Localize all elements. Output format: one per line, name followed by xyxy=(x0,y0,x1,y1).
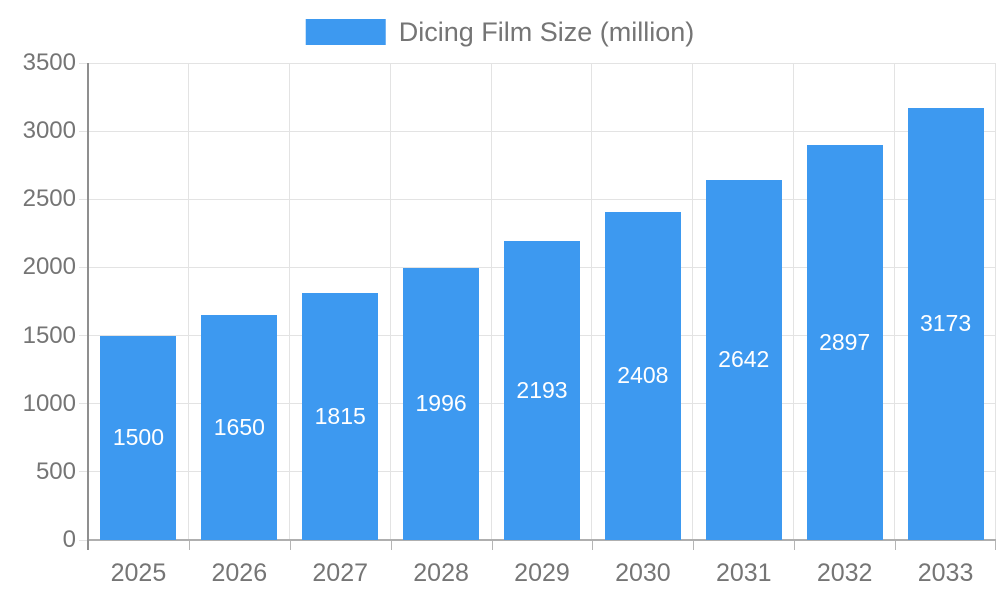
x-tick-label: 2026 xyxy=(211,559,268,587)
legend: Dicing Film Size (million) xyxy=(305,17,695,47)
bar-value-label: 3173 xyxy=(919,310,972,337)
x-axis-tick xyxy=(794,540,796,550)
bar: 2897 xyxy=(806,145,883,540)
bar: 1815 xyxy=(302,292,379,540)
y-axis-tick xyxy=(79,198,88,200)
bar-value-label: 1815 xyxy=(314,402,366,429)
y-axis-tick xyxy=(79,62,88,64)
bar-value-label: 2897 xyxy=(819,329,871,356)
v-gridline xyxy=(288,63,290,540)
bar-value-label: 1650 xyxy=(213,414,265,441)
y-tick-label: 3500 xyxy=(22,49,76,76)
x-tick-label: 2029 xyxy=(514,559,570,587)
x-tick-label: 2032 xyxy=(816,559,873,587)
v-gridline xyxy=(591,63,593,540)
bar: 2193 xyxy=(504,241,580,540)
y-tick-label: 500 xyxy=(35,457,76,485)
x-tick-label: 2025 xyxy=(110,559,167,587)
legend-swatch xyxy=(305,19,386,45)
y-axis-tick xyxy=(79,539,88,541)
x-tick-label: 2030 xyxy=(615,559,671,587)
v-gridline xyxy=(389,63,391,540)
x-tick-label: 2033 xyxy=(917,559,974,587)
x-axis-tick xyxy=(693,540,695,550)
legend-label: Dicing Film Size (million) xyxy=(398,17,695,47)
x-tick-label: 2031 xyxy=(715,559,772,587)
y-tick-label: 1000 xyxy=(22,389,76,417)
y-axis-tick xyxy=(79,471,88,473)
y-axis-tick xyxy=(79,403,88,405)
x-tick-label: 2028 xyxy=(413,559,469,587)
bar: 2642 xyxy=(705,179,782,540)
x-axis-tick xyxy=(491,540,493,550)
x-axis-tick xyxy=(289,540,291,550)
bar-value-label: 2408 xyxy=(617,362,669,389)
h-gridline xyxy=(88,198,996,200)
bar-value-label: 2642 xyxy=(718,346,770,373)
x-axis-tick xyxy=(592,540,594,550)
y-axis-line xyxy=(87,63,89,550)
v-gridline xyxy=(894,63,896,540)
bar: 3173 xyxy=(907,107,984,540)
x-axis-tick xyxy=(188,540,190,550)
bar-value-label: 2193 xyxy=(516,377,568,404)
y-axis-tick xyxy=(79,266,88,268)
y-tick-label: 3000 xyxy=(22,117,76,145)
y-axis-tick xyxy=(79,335,88,337)
bar-value-label: 1500 xyxy=(112,424,165,451)
h-gridline xyxy=(88,130,996,132)
h-gridline xyxy=(88,62,996,64)
y-tick-label: 2000 xyxy=(22,253,76,281)
plot-area: 1500 1650 1815 1996 2193 2408 2642 2897 3173 xyxy=(79,62,996,550)
y-axis-tick xyxy=(79,130,88,132)
v-gridline xyxy=(793,63,795,540)
x-axis-tick xyxy=(895,540,897,550)
bar: 1500 xyxy=(100,335,177,540)
y-tick-label: 2500 xyxy=(22,185,76,213)
v-gridline xyxy=(692,63,694,540)
y-tick-label: 1500 xyxy=(22,321,76,349)
v-gridline xyxy=(187,63,189,540)
v-gridline xyxy=(995,63,996,540)
bar: 1650 xyxy=(201,315,278,540)
x-tick-label: 2027 xyxy=(312,559,369,587)
v-gridline xyxy=(490,63,492,540)
bar: 1996 xyxy=(403,267,480,540)
x-axis-tick xyxy=(995,540,996,550)
bar: 2408 xyxy=(604,211,681,540)
bar-value-label: 1996 xyxy=(415,390,467,417)
y-tick-label: 0 xyxy=(62,526,76,553)
x-axis-tick xyxy=(390,540,392,550)
